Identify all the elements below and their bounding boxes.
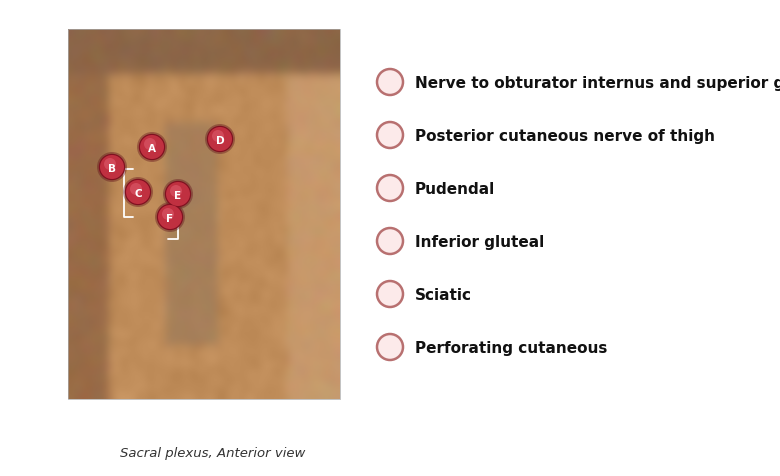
Text: C: C bbox=[134, 188, 142, 198]
Bar bbox=[68, 30, 340, 399]
Circle shape bbox=[208, 128, 232, 152]
Text: E: E bbox=[175, 190, 182, 200]
Circle shape bbox=[97, 153, 127, 183]
Circle shape bbox=[99, 155, 126, 181]
Text: Pudendal: Pudendal bbox=[415, 181, 495, 196]
Circle shape bbox=[137, 133, 167, 163]
Text: Sciatic: Sciatic bbox=[415, 287, 472, 302]
Circle shape bbox=[165, 181, 191, 208]
Circle shape bbox=[163, 179, 193, 209]
Circle shape bbox=[100, 156, 124, 179]
Circle shape bbox=[155, 203, 185, 232]
Circle shape bbox=[130, 184, 142, 196]
Circle shape bbox=[377, 70, 403, 96]
Circle shape bbox=[377, 176, 403, 201]
Circle shape bbox=[166, 183, 190, 207]
Circle shape bbox=[158, 206, 182, 229]
Text: A: A bbox=[148, 144, 156, 154]
Circle shape bbox=[104, 159, 116, 170]
Circle shape bbox=[125, 179, 151, 206]
Circle shape bbox=[377, 123, 403, 149]
Circle shape bbox=[377, 228, 403, 255]
Circle shape bbox=[123, 178, 153, 208]
Circle shape bbox=[157, 204, 183, 231]
Circle shape bbox=[144, 139, 156, 151]
Text: B: B bbox=[108, 164, 116, 174]
Text: Sacral plexus, Anterior view: Sacral plexus, Anterior view bbox=[120, 446, 306, 458]
Text: Perforating cutaneous: Perforating cutaneous bbox=[415, 340, 608, 355]
Circle shape bbox=[212, 131, 224, 143]
Text: Inferior gluteal: Inferior gluteal bbox=[415, 234, 544, 249]
Circle shape bbox=[170, 186, 182, 198]
Text: Posterior cutaneous nerve of thigh: Posterior cutaneous nerve of thigh bbox=[415, 128, 715, 143]
Circle shape bbox=[205, 125, 235, 155]
Circle shape bbox=[377, 281, 403, 307]
Circle shape bbox=[126, 180, 150, 205]
Circle shape bbox=[162, 208, 174, 220]
Text: Nerve to obturator internus and superior gemellus: Nerve to obturator internus and superior… bbox=[415, 75, 780, 90]
Circle shape bbox=[377, 334, 403, 360]
Circle shape bbox=[139, 135, 165, 161]
Text: F: F bbox=[166, 214, 174, 224]
Text: D: D bbox=[216, 136, 225, 146]
Circle shape bbox=[140, 136, 164, 159]
Circle shape bbox=[207, 127, 233, 153]
